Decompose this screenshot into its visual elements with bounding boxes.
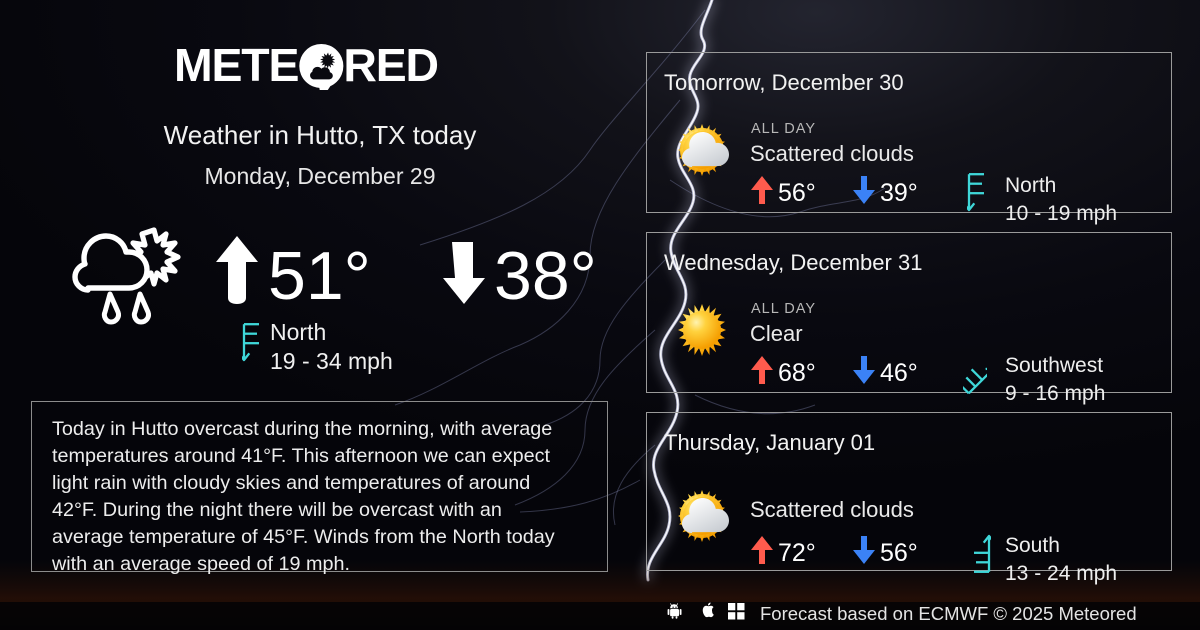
svg-text:51°: 51° — [268, 238, 371, 314]
svg-text:72°: 72° — [778, 539, 816, 567]
svg-text:38°: 38° — [494, 238, 597, 314]
svg-text:39°: 39° — [880, 179, 918, 207]
svg-text:46°: 46° — [880, 359, 918, 387]
svg-text:56°: 56° — [880, 539, 918, 567]
svg-text:68°: 68° — [778, 359, 816, 387]
svg-text:RED: RED — [343, 44, 437, 90]
svg-text:56°: 56° — [778, 179, 816, 207]
svg-text:METE: METE — [174, 44, 298, 90]
